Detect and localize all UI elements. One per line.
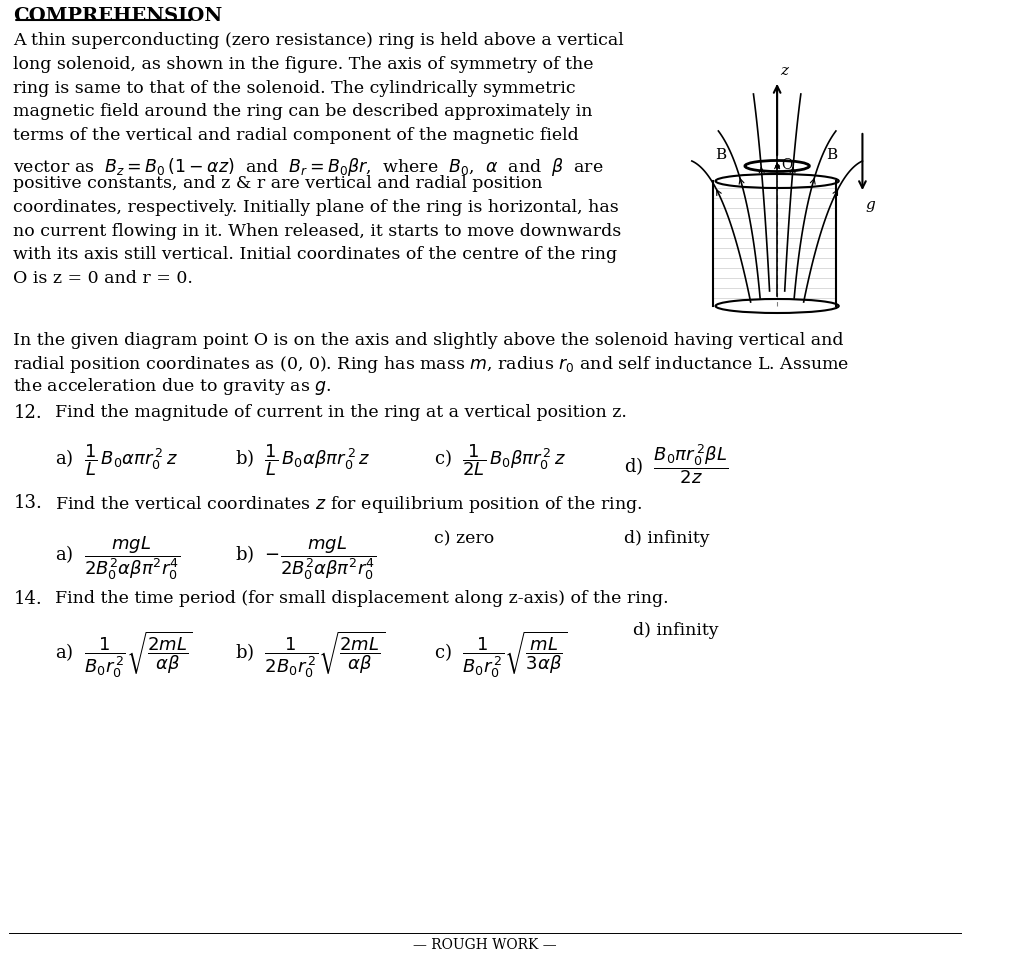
Text: vector as  $B_z = B_0\,(1-\alpha z)$  and  $B_r = B_0\beta r$,  where  $B_0$,  $: vector as $B_z = B_0\,(1-\alpha z)$ and … <box>13 156 604 178</box>
Text: COMPREHENSION: COMPREHENSION <box>13 7 222 25</box>
Text: g: g <box>865 198 876 211</box>
Text: — ROUGH WORK —: — ROUGH WORK — <box>414 937 557 951</box>
Text: Find the vertical coordinates $z$ for equilibrium position of the ring.: Find the vertical coordinates $z$ for eq… <box>55 494 642 514</box>
Text: Find the magnitude of current in the ring at a vertical position z.: Find the magnitude of current in the rin… <box>55 404 627 421</box>
Text: d) infinity: d) infinity <box>633 622 719 638</box>
Text: 13.: 13. <box>13 494 42 511</box>
Text: a)  $\dfrac{1}{L}\,B_0\alpha\pi r_0^{\,2}\,z$: a) $\dfrac{1}{L}\,B_0\alpha\pi r_0^{\,2}… <box>55 441 178 478</box>
Text: the acceleration due to gravity as $g$.: the acceleration due to gravity as $g$. <box>13 376 332 397</box>
Text: d)  $\dfrac{B_0\pi r_0^{\,2}\beta L}{2z}$: d) $\dfrac{B_0\pi r_0^{\,2}\beta L}{2z}$ <box>624 441 728 485</box>
Text: d) infinity: d) infinity <box>624 530 710 547</box>
Text: Find the time period (for small displacement along z-axis) of the ring.: Find the time period (for small displace… <box>55 589 669 606</box>
Text: b)  $-\dfrac{mgL}{2B_0^2\alpha\beta\pi^2 r_0^4}$: b) $-\dfrac{mgL}{2B_0^2\alpha\beta\pi^2 … <box>236 533 376 581</box>
Text: radial position coordinates as (0, 0). Ring has mass $m$, radius $r_0$ and self : radial position coordinates as (0, 0). R… <box>13 354 850 375</box>
Text: z: z <box>780 64 788 78</box>
Text: c) zero: c) zero <box>434 530 495 547</box>
Text: B: B <box>826 148 838 161</box>
Text: In the given diagram point O is on the axis and slightly above the solenoid havi: In the given diagram point O is on the a… <box>13 332 844 349</box>
Text: 12.: 12. <box>13 404 42 422</box>
Text: B: B <box>715 148 726 161</box>
Text: c)  $\dfrac{1}{2L}\,B_0\beta\pi r_0^{\,2}\,z$: c) $\dfrac{1}{2L}\,B_0\beta\pi r_0^{\,2}… <box>434 441 566 478</box>
Text: positive constants, and z & r are vertical and radial position
coordinates, resp: positive constants, and z & r are vertic… <box>13 175 622 286</box>
Text: a)  $\dfrac{mgL}{2B_0^2\alpha\beta\pi^2 r_0^4}$: a) $\dfrac{mgL}{2B_0^2\alpha\beta\pi^2 r… <box>55 533 180 581</box>
Text: b)  $\dfrac{1}{2B_0 r_0^{\,2}}\sqrt{\dfrac{2mL}{\alpha\beta}}$: b) $\dfrac{1}{2B_0 r_0^{\,2}}\sqrt{\dfra… <box>236 629 385 679</box>
Text: O: O <box>781 158 793 172</box>
Text: a)  $\dfrac{1}{B_0 r_0^{\,2}}\sqrt{\dfrac{2mL}{\alpha\beta}}$: a) $\dfrac{1}{B_0 r_0^{\,2}}\sqrt{\dfrac… <box>55 629 193 679</box>
Text: A thin superconducting (zero resistance) ring is held above a vertical
long sole: A thin superconducting (zero resistance)… <box>13 32 624 144</box>
Text: c)  $\dfrac{1}{B_0 r_0^{\,2}}\sqrt{\dfrac{mL}{3\alpha\beta}}$: c) $\dfrac{1}{B_0 r_0^{\,2}}\sqrt{\dfrac… <box>434 629 567 679</box>
Text: 14.: 14. <box>13 589 42 607</box>
Text: b)  $\dfrac{1}{L}\,B_0\alpha\beta\pi r_0^{\,2}\,z$: b) $\dfrac{1}{L}\,B_0\alpha\beta\pi r_0^… <box>236 441 371 478</box>
